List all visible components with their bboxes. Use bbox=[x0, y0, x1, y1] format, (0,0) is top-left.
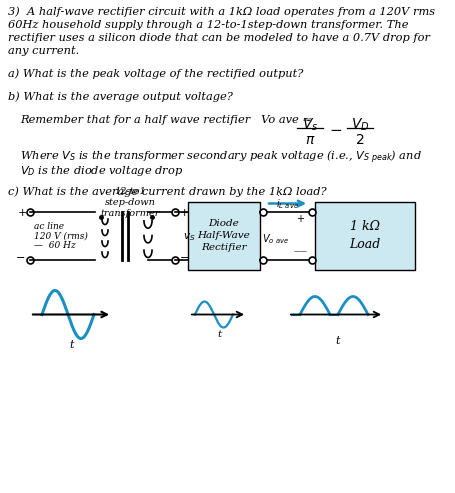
Text: $v_S$: $v_S$ bbox=[183, 232, 196, 244]
Text: 1 kΩ
Load: 1 kΩ Load bbox=[349, 220, 381, 251]
Text: −: − bbox=[16, 252, 25, 262]
Text: +: + bbox=[17, 209, 27, 218]
Text: −: − bbox=[180, 253, 189, 263]
Text: Remember that for a half wave rectifier   Vo ave ≈: Remember that for a half wave rectifier … bbox=[20, 115, 312, 125]
Text: $-$: $-$ bbox=[329, 122, 343, 136]
Text: Where $V_S$ is the transformer secondary peak voltage (i.e., $V_{S\ peak}$) and: Where $V_S$ is the transformer secondary… bbox=[20, 149, 422, 167]
Text: ——: —— bbox=[293, 248, 308, 254]
Text: t: t bbox=[336, 336, 340, 346]
Text: 60Hz household supply through a 12-to-1step-down transformer. The: 60Hz household supply through a 12-to-1s… bbox=[8, 20, 409, 30]
Text: c) What is the average current drawn by the 1kΩ load?: c) What is the average current drawn by … bbox=[8, 186, 327, 197]
Text: 12-to1
step-down
transformer: 12-to1 step-down transformer bbox=[100, 186, 160, 218]
Text: 120 V (rms): 120 V (rms) bbox=[34, 232, 88, 241]
Text: $\dot{i}_{L\ ave}$: $\dot{i}_{L\ ave}$ bbox=[276, 195, 299, 211]
Text: $V_{o\ ave}$: $V_{o\ ave}$ bbox=[262, 233, 289, 246]
Text: +: + bbox=[297, 214, 304, 224]
Text: 3)  A half-wave rectifier circuit with a 1kΩ load operates from a 120V rms: 3) A half-wave rectifier circuit with a … bbox=[8, 6, 435, 17]
Text: rectifier uses a silicon diode that can be modeled to have a 0.7V drop for: rectifier uses a silicon diode that can … bbox=[8, 33, 430, 43]
Text: —  60 Hz: — 60 Hz bbox=[34, 241, 76, 250]
Text: t: t bbox=[70, 340, 74, 350]
Text: any current.: any current. bbox=[8, 46, 79, 57]
Text: $V_D$ is the diode voltage drop: $V_D$ is the diode voltage drop bbox=[20, 164, 183, 177]
Text: $2$: $2$ bbox=[355, 133, 365, 147]
Text: b) What is the average output voltage?: b) What is the average output voltage? bbox=[8, 92, 233, 102]
Text: t: t bbox=[217, 330, 221, 339]
Text: ac line: ac line bbox=[34, 222, 64, 231]
Text: Diode
Half-Wave
Rectifier: Diode Half-Wave Rectifier bbox=[197, 218, 250, 252]
Text: $V_s$: $V_s$ bbox=[302, 117, 318, 134]
Bar bbox=[315, 202, 415, 270]
Text: +: + bbox=[180, 208, 189, 217]
Text: $\pi$: $\pi$ bbox=[305, 133, 315, 147]
Text: $V_D$: $V_D$ bbox=[351, 117, 369, 134]
Bar bbox=[188, 202, 260, 270]
Text: a) What is the peak voltage of the rectified output?: a) What is the peak voltage of the recti… bbox=[8, 68, 303, 78]
